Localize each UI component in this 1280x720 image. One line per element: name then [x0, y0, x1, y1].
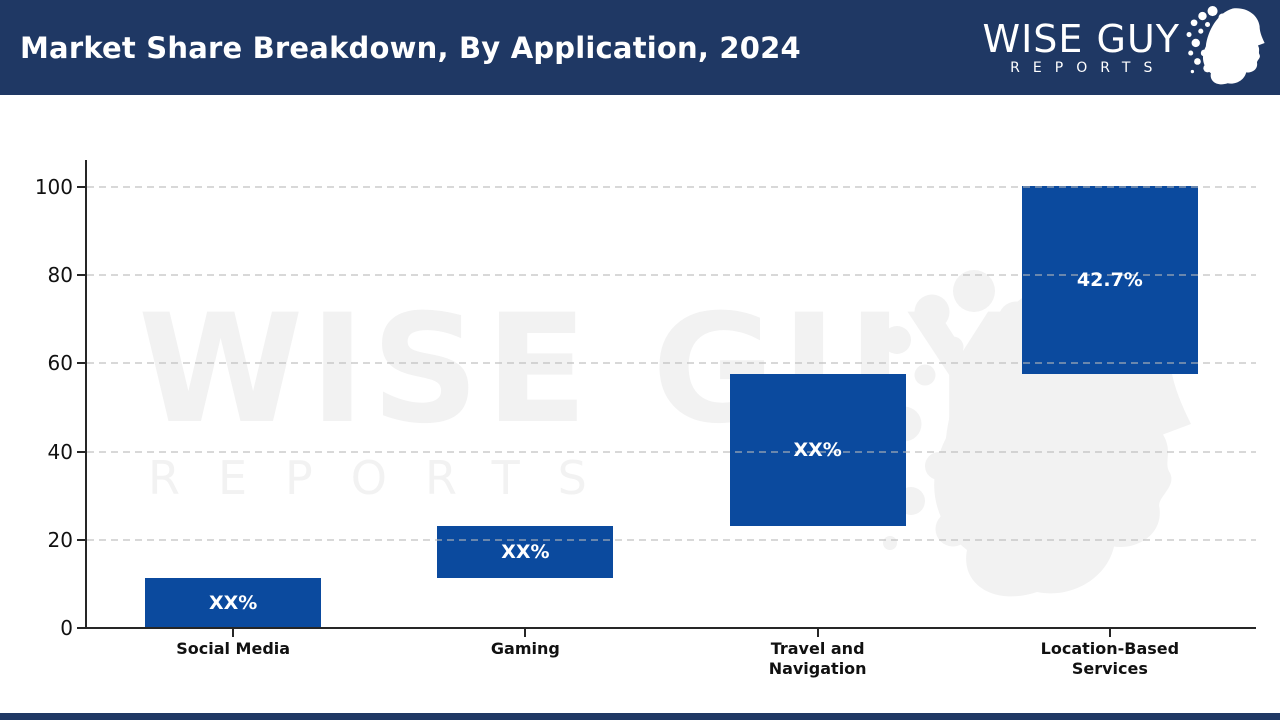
bar-travel-and-navigation	[729, 374, 906, 526]
y-tick-mark	[77, 627, 85, 629]
header-bar: Market Share Breakdown, By Application, …	[0, 0, 1280, 95]
y-tick-mark	[77, 538, 85, 541]
x-category-label: Location-Based Services	[1000, 639, 1220, 679]
x-category-label: Travel and Navigation	[708, 639, 928, 679]
bar-value-label: 42.7%	[1076, 269, 1143, 292]
wiseguy-head-icon	[1182, 6, 1270, 90]
x-axis-line	[85, 627, 1256, 629]
bar-value-label: XX%	[208, 591, 258, 614]
x-tick-mark	[816, 629, 819, 637]
gridline	[87, 186, 1256, 188]
gridline	[87, 274, 1256, 277]
logo-sub-text: REPORTS	[1010, 60, 1166, 76]
bar-value-label: XX%	[501, 541, 550, 564]
x-category-label-line: Navigation	[768, 659, 867, 678]
bar-value-label: XX%	[793, 438, 842, 461]
x-category-label-line: Social Media	[176, 639, 291, 658]
y-tick-mark	[77, 450, 85, 453]
footer-bar	[0, 713, 1280, 720]
y-tick-label: 40	[47, 439, 73, 464]
bar-location-based-services	[1021, 186, 1198, 375]
watermark-line2: REPORTS	[148, 451, 625, 505]
y-tick-label: 20	[47, 527, 73, 552]
y-tick-label: 60	[47, 351, 73, 376]
x-tick-mark	[232, 629, 235, 637]
gridline	[87, 362, 1256, 365]
x-category-label-line: Gaming	[490, 639, 560, 658]
x-category-label: Social Media	[123, 639, 343, 659]
bar-gaming	[437, 525, 614, 579]
watermark-text: WISE GUY REPORTS	[138, 295, 1024, 503]
y-tick-label: 80	[47, 263, 73, 288]
x-category-label-line: Services	[1071, 659, 1148, 678]
y-tick-label: 0	[60, 616, 73, 640]
x-tick-mark	[1108, 629, 1111, 637]
x-category-label-line: Location-Based	[1040, 639, 1180, 658]
wiseguy-logo-text: WISE GUY REPORTS	[983, 19, 1180, 76]
y-tick-mark	[77, 274, 85, 277]
x-tick-mark	[524, 629, 527, 637]
x-category-label: Gaming	[415, 639, 635, 659]
gridline	[87, 450, 1256, 453]
logo-name-text: WISE GUY	[982, 17, 1180, 61]
y-tick-mark	[77, 362, 85, 365]
wiseguy-logo: WISE GUY REPORTS	[983, 6, 1270, 90]
y-tick-label: 100	[34, 175, 73, 199]
bar-social-media	[145, 578, 322, 627]
gridline	[87, 538, 1256, 541]
page-title: Market Share Breakdown, By Application, …	[20, 30, 801, 65]
y-axis-line	[85, 160, 87, 629]
x-category-label-line: Travel and	[770, 639, 865, 658]
y-tick-mark	[77, 186, 85, 188]
